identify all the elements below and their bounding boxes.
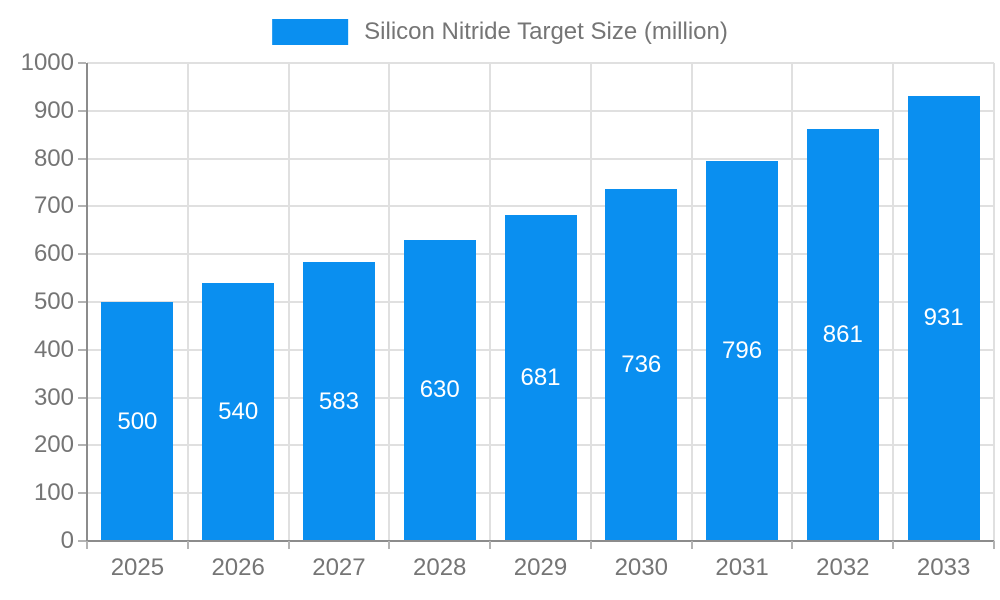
y-axis-tick-label: 1000 [20, 49, 74, 76]
plot-area: 500 2025 540 2026 583 2027 630 2028 681 2029 736 20… [21, 51, 995, 581]
legend-item[interactable]: Silicon Nitride Target Size (million) [272, 18, 728, 46]
y-tick-mark [78, 205, 86, 208]
y-axis-tick-label: 400 [33, 335, 74, 363]
y-tick-mark [78, 301, 86, 303]
x-axis-tick-label: 2033 [916, 554, 971, 581]
y-axis-line [86, 63, 88, 547]
x-gridline [791, 63, 794, 541]
bar[interactable]: 931 [907, 95, 980, 541]
x-axis-tick-label: 2029 [513, 554, 568, 581]
y-tick-mark [78, 492, 86, 495]
y-axis-tick-label: 900 [33, 96, 74, 124]
y-tick-mark [78, 396, 86, 399]
bar-value-label: 630 [419, 376, 460, 404]
y-tick-mark [78, 109, 86, 112]
bar-value-label: 540 [218, 397, 259, 425]
bar-value-label: 681 [520, 364, 561, 392]
bar-value-label: 796 [722, 336, 763, 364]
y-gridline [87, 109, 994, 112]
y-axis-tick-label: 0 [60, 527, 74, 554]
x-tick-mark [186, 541, 189, 549]
y-axis-tick-label: 500 [33, 288, 74, 315]
y-axis-tick-label: 300 [33, 383, 74, 411]
bar[interactable]: 540 [202, 282, 275, 541]
x-gridline [892, 63, 895, 541]
y-tick-mark [78, 253, 86, 256]
x-axis-line [86, 540, 994, 542]
y-gridline [87, 205, 994, 208]
x-tick-mark [388, 541, 391, 549]
y-axis-tick-label: 100 [33, 479, 74, 507]
x-gridline [388, 63, 391, 541]
x-axis-tick-label: 2026 [211, 554, 265, 581]
bar[interactable]: 681 [504, 215, 577, 541]
y-axis-tick-label: 800 [33, 144, 74, 172]
y-gridline [87, 62, 994, 64]
x-gridline [589, 63, 592, 541]
y-tick-mark [78, 444, 86, 447]
legend-label: Silicon Nitride Target Size (million) [364, 18, 728, 45]
bar-value-label: 736 [621, 351, 662, 379]
bar-value-label: 583 [318, 387, 359, 415]
y-axis-tick-label: 700 [33, 192, 74, 220]
x-gridline [993, 63, 995, 541]
legend-swatch-icon [272, 19, 349, 45]
y-gridline [87, 157, 994, 160]
x-gridline [690, 63, 693, 541]
bar[interactable]: 583 [302, 262, 375, 541]
x-axis-tick-label: 2027 [312, 554, 366, 581]
x-axis-tick-label: 2031 [715, 554, 769, 581]
x-gridline [186, 63, 189, 541]
bar[interactable]: 796 [706, 160, 779, 541]
bar-value-label: 861 [822, 321, 863, 349]
x-tick-mark [489, 541, 492, 549]
bar[interactable]: 500 [101, 302, 174, 541]
x-tick-mark [892, 541, 895, 549]
y-tick-mark [78, 157, 86, 160]
bar[interactable]: 861 [806, 129, 879, 541]
x-axis-tick-label: 2025 [110, 554, 165, 581]
y-tick-mark [78, 348, 86, 351]
bar-value-label: 500 [117, 407, 158, 435]
y-axis-tick-label: 200 [33, 431, 74, 459]
x-tick-mark [791, 541, 794, 549]
x-axis-tick-label: 2032 [816, 554, 870, 581]
x-tick-mark [589, 541, 592, 549]
x-tick-mark [287, 541, 290, 549]
x-axis-tick-label: 2028 [413, 554, 467, 581]
x-tick-mark [993, 541, 995, 549]
x-tick-mark [86, 541, 88, 549]
y-tick-mark [78, 540, 86, 542]
x-gridline [489, 63, 492, 541]
bar[interactable]: 736 [605, 189, 678, 541]
y-tick-mark [78, 62, 86, 64]
y-axis-tick-label: 600 [33, 240, 74, 268]
x-gridline [287, 63, 290, 541]
x-tick-mark [690, 541, 693, 549]
bar-value-label: 931 [923, 304, 964, 332]
bar[interactable]: 630 [403, 239, 476, 541]
x-axis-tick-label: 2030 [614, 554, 668, 581]
